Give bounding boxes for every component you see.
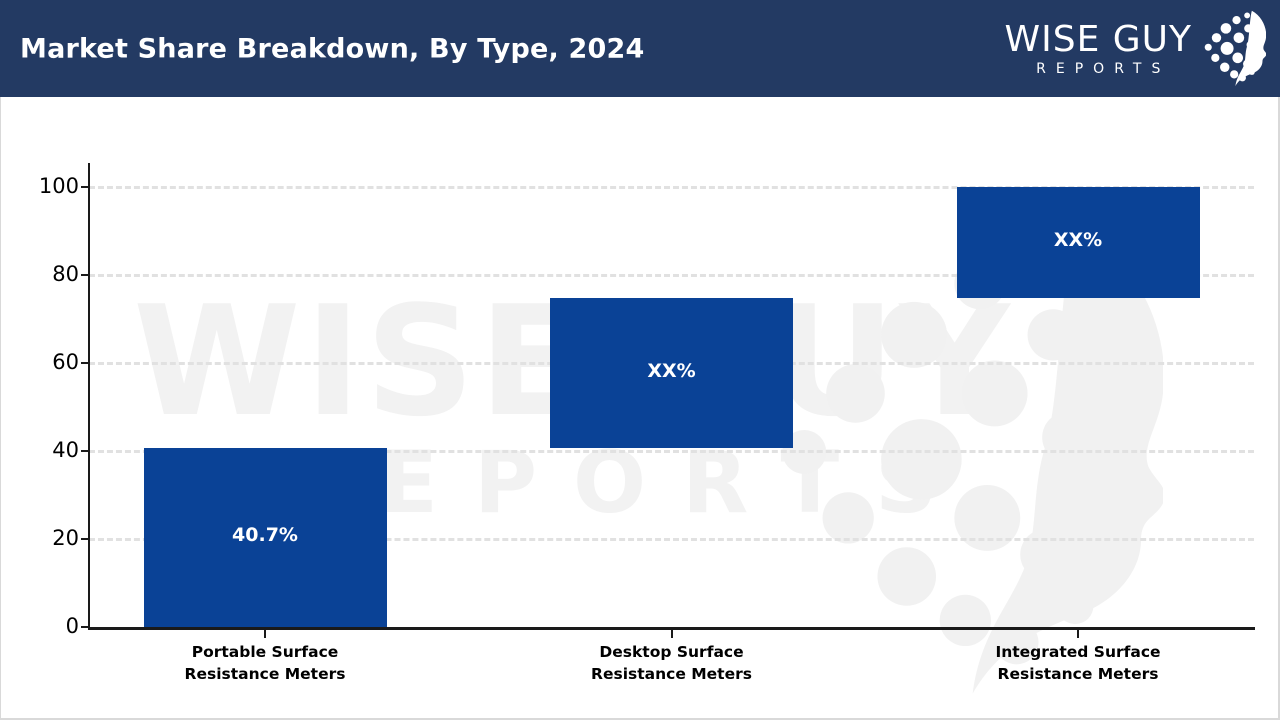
bar-value-label: XX% (1053, 229, 1103, 252)
y-tick (81, 362, 89, 364)
y-tick-label: 60 (52, 350, 79, 374)
wise-guy-reports-logo: WISE GUY REPORTS (1004, 0, 1266, 97)
chart-title: Market Share Breakdown, By Type, 2024 (20, 33, 645, 64)
y-tick-label: 20 (52, 526, 79, 550)
y-tick (81, 626, 89, 628)
bar (550, 297, 793, 448)
y-tick-label: 40 (52, 438, 79, 462)
grid-line (89, 186, 1254, 189)
x-tick (1077, 630, 1079, 638)
bar (143, 447, 387, 627)
x-tick (264, 630, 266, 638)
x-category-label: Integrated Surface Resistance Meters (995, 643, 1161, 683)
bar-value-label: XX% (647, 359, 696, 382)
logo-text: WISE GUY REPORTS (1004, 18, 1193, 77)
y-tick-label: 80 (52, 262, 79, 286)
chart-canvas: WISE GUY REPORTS 0 20 40 60 80 100 40.7% Portab… (0, 97, 1280, 720)
x-axis-line (88, 627, 1255, 630)
logo-subtext: REPORTS (1036, 60, 1171, 77)
bar-value-label: 40.7% (232, 524, 298, 547)
x-category-label: Desktop Surface Resistance Meters (591, 643, 752, 683)
bar (956, 187, 1200, 298)
x-category-label: Portable Surface Resistance Meters (184, 643, 346, 683)
y-tick (81, 450, 89, 452)
watermark-face-icon (782, 225, 1163, 694)
header-bar: Market Share Breakdown, By Type, 2024 WI… (0, 0, 1280, 97)
y-axis-line (88, 163, 90, 629)
y-tick (81, 186, 89, 188)
x-tick (670, 630, 673, 638)
y-tick-label: 100 (38, 174, 79, 198)
dotted-face-icon (1204, 10, 1266, 86)
y-tick-label: 0 (65, 614, 79, 638)
grid-line (89, 450, 1254, 453)
y-tick (81, 538, 89, 540)
grid-line (89, 538, 1254, 541)
grid-line (89, 274, 1254, 277)
y-tick (81, 274, 89, 276)
logo-wordmark: WISE GUY (1004, 18, 1192, 60)
